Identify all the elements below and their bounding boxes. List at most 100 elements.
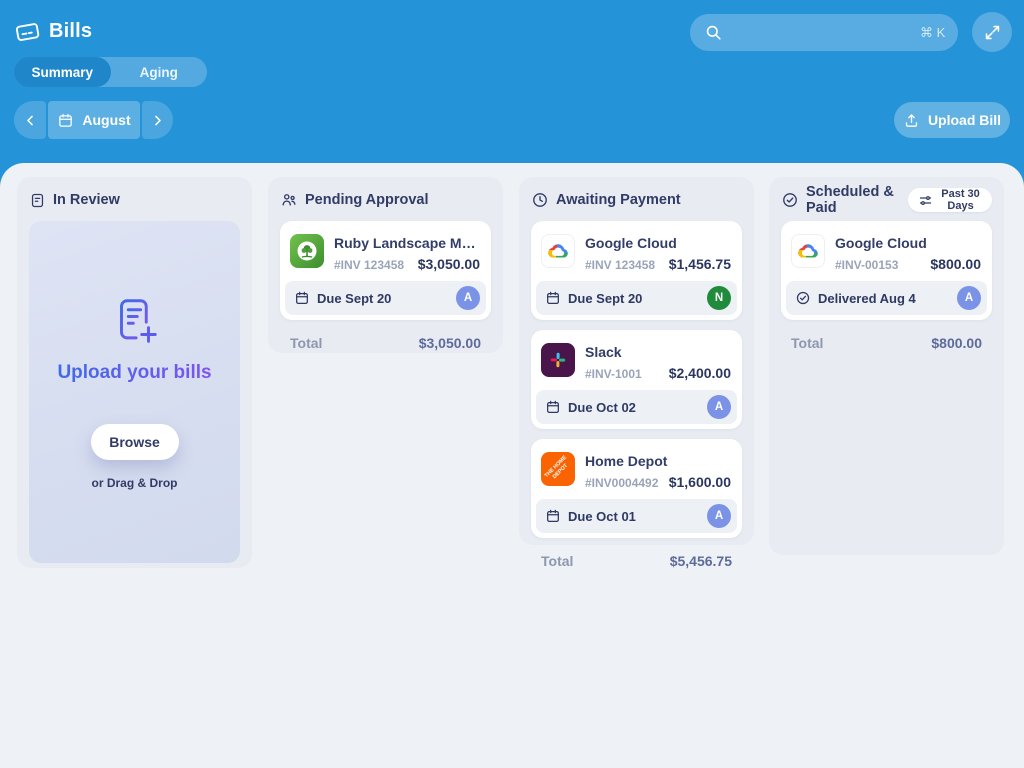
check-circle-icon (795, 290, 811, 306)
tab-summary[interactable]: Summary (14, 57, 111, 87)
bill-amount: $800.00 (930, 256, 981, 272)
bill-card-google-cloud-paid[interactable]: Google Cloud #INV-00153 $800.00 Delivere… (781, 221, 992, 320)
past-30-days-label: Past 30 Days (941, 188, 980, 212)
bill-card-main: Slack #INV-1001 $2,400.00 (536, 335, 737, 390)
bills-board: In Review Upload your bills Browse or Dr… (0, 163, 1024, 768)
invoice-number: #INV 123458 (334, 258, 405, 272)
column-title: Awaiting Payment (556, 192, 681, 208)
calendar-icon (57, 112, 74, 129)
search-input[interactable] (731, 24, 912, 41)
upload-bill-label: Upload Bill (927, 112, 1002, 128)
expand-button[interactable] (972, 12, 1012, 52)
column-header: In Review (29, 189, 240, 211)
month-label: August (82, 112, 131, 128)
assignee-avatar: N (707, 286, 731, 310)
past-30-days-filter[interactable]: Past 30 Days (908, 188, 992, 212)
column-scheduled-paid: Scheduled & Paid Past 30 Days (769, 177, 1004, 555)
bill-card-text: Google Cloud #INV-00153 $800.00 (835, 234, 981, 272)
ruby-landscape-logo (290, 234, 324, 268)
due-date: Due Sept 20 (317, 290, 392, 306)
vendor-name: Google Cloud (835, 235, 927, 251)
clock-icon (531, 191, 549, 209)
top-bar: Bills ⌘ K Summary Aging (0, 0, 1024, 163)
total-amount: $800.00 (931, 335, 982, 351)
total-label: Total (541, 553, 574, 569)
upload-icon (903, 112, 920, 129)
bill-card-google-cloud[interactable]: Google Cloud #INV 123458 $1,456.75 Due S… (531, 221, 742, 320)
invoice-number: #INV0004492 (585, 476, 659, 490)
calendar-icon (545, 399, 561, 415)
google-cloud-logo (791, 234, 825, 268)
column-total-row: Total $3,050.00 (280, 320, 491, 351)
due-date: Due Oct 02 (568, 399, 636, 415)
slack-logo (541, 343, 575, 377)
bill-card-footer: Due Oct 01 A (536, 499, 737, 533)
chevron-right-icon (150, 113, 165, 128)
assignee-avatar: A (957, 286, 981, 310)
users-icon (280, 191, 298, 209)
home-depot-logo: THE HOME DEPOT (541, 452, 575, 486)
upload-bill-button[interactable]: Upload Bill (894, 102, 1010, 138)
bill-amount: $1,456.75 (668, 256, 731, 272)
bill-card-main: THE HOME DEPOT Home Depot #INV0004492 $1… (536, 444, 737, 499)
bill-card-main: Google Cloud #INV 123458 $1,456.75 (536, 226, 737, 281)
bill-amount: $3,050.00 (417, 256, 480, 272)
vendor-name: Home Depot (585, 453, 668, 469)
bill-card-footer: Due Sept 20 A (285, 281, 486, 315)
document-plus-icon (108, 294, 162, 348)
calendar-icon (294, 290, 310, 306)
chevron-left-icon (23, 113, 38, 128)
column-total-row: Total $5,456.75 (531, 538, 742, 569)
bill-card-text: Ruby Landscape M… #INV 123458 $3,050.00 (334, 234, 480, 272)
vendor-name: Google Cloud (585, 235, 677, 251)
column-header: Awaiting Payment (531, 189, 742, 211)
due-date: Due Oct 01 (568, 508, 636, 524)
assignee-avatar: A (707, 395, 731, 419)
bill-card-footer: Delivered Aug 4 A (786, 281, 987, 315)
search-bar[interactable]: ⌘ K (690, 14, 958, 51)
total-amount: $3,050.00 (418, 335, 481, 351)
assignee-avatar: A (456, 286, 480, 310)
next-month-button[interactable] (142, 101, 173, 139)
tab-aging[interactable]: Aging (111, 57, 208, 87)
view-tabs: Summary Aging (14, 57, 207, 87)
sliders-icon (918, 193, 933, 208)
dropzone-title: Upload your bills (57, 362, 212, 383)
app-title: Bills (14, 18, 92, 45)
bill-amount: $1,600.00 (668, 474, 731, 490)
assignee-avatar: A (707, 504, 731, 528)
google-cloud-logo (541, 234, 575, 268)
bill-amount: $2,400.00 (668, 365, 731, 381)
upload-dropzone[interactable]: Upload your bills Browse or Drag & Drop (29, 221, 240, 563)
bill-card-main: Ruby Landscape M… #INV 123458 $3,050.00 (285, 226, 486, 281)
vendor-name: Slack (585, 344, 622, 360)
column-total-row: Total $800.00 (781, 320, 992, 351)
page-title: Bills (49, 20, 93, 42)
document-icon (29, 192, 46, 209)
bill-card-main: Google Cloud #INV-00153 $800.00 (786, 226, 987, 281)
delivered-date: Delivered Aug 4 (818, 290, 916, 306)
calendar-icon (545, 290, 561, 306)
bill-card-slack[interactable]: Slack #INV-1001 $2,400.00 Due Oct 02 A (531, 330, 742, 429)
bill-card-home-depot[interactable]: THE HOME DEPOT Home Depot #INV0004492 $1… (531, 439, 742, 538)
search-shortcut: ⌘ K (920, 24, 946, 40)
search-icon (704, 23, 723, 42)
invoice-number: #INV-00153 (835, 258, 899, 272)
bill-card-text: Google Cloud #INV 123458 $1,456.75 (585, 234, 731, 272)
bill-card-text: Slack #INV-1001 $2,400.00 (585, 343, 731, 381)
total-label: Total (290, 335, 323, 351)
column-title: Pending Approval (305, 192, 429, 208)
dropzone-hint: or Drag & Drop (91, 476, 178, 490)
browse-button[interactable]: Browse (90, 424, 179, 460)
invoice-number: #INV 123458 (585, 258, 656, 272)
month-selector[interactable]: August (48, 101, 140, 139)
bill-card-ruby-landscape[interactable]: Ruby Landscape M… #INV 123458 $3,050.00 … (280, 221, 491, 320)
total-amount: $5,456.75 (669, 553, 732, 569)
previous-month-button[interactable] (14, 101, 46, 139)
bill-card-footer: Due Sept 20 N (536, 281, 737, 315)
column-title: In Review (53, 192, 120, 208)
column-in-review: In Review Upload your bills Browse or Dr… (17, 177, 252, 568)
invoice-number: #INV-1001 (585, 367, 642, 381)
check-circle-icon (781, 191, 799, 209)
calendar-icon (545, 508, 561, 524)
